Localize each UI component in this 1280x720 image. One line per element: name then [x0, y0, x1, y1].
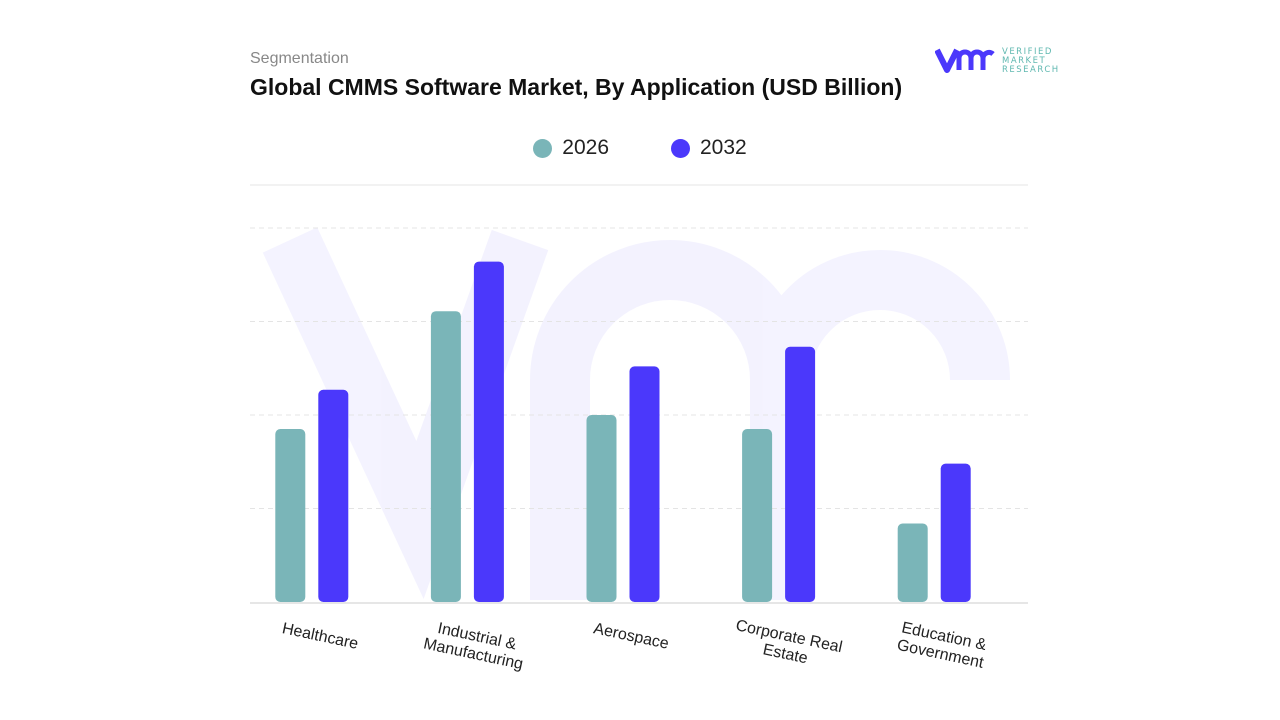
- legend-dot-2026: [533, 138, 553, 158]
- bar-2026-1[interactable]: [430, 311, 461, 602]
- legend-dot-2032: [671, 138, 690, 158]
- bar-2032-2[interactable]: [629, 366, 660, 602]
- bar-2026-2[interactable]: [586, 415, 617, 602]
- segment-label: Segmentation: [250, 50, 349, 67]
- legend: 2026 2032: [0, 136, 1280, 160]
- svg-text:RESEARCH: RESEARCH: [1002, 65, 1060, 75]
- bar-2032-4[interactable]: [940, 463, 971, 602]
- legend-item-2032[interactable]: 2032: [671, 136, 747, 160]
- bar-2032-1[interactable]: [473, 261, 504, 602]
- bar-2032-0[interactable]: [318, 389, 349, 602]
- bar-2032-3[interactable]: [785, 346, 816, 602]
- svg-text:VERIFIED: VERIFIED: [1002, 47, 1053, 57]
- legend-label: 2032: [700, 136, 747, 159]
- chart-title: Global CMMS Software Market, By Applicat…: [250, 74, 903, 100]
- bar-2026-0[interactable]: [275, 429, 306, 602]
- svg-text:MARKET: MARKET: [1002, 56, 1046, 66]
- bar-2026-4[interactable]: [897, 523, 928, 602]
- bar-2026-3[interactable]: [742, 429, 773, 602]
- vmr-logo: VERIFIED MARKET RESEARCH: [934, 44, 1065, 76]
- legend-item-2026[interactable]: 2026: [533, 136, 609, 160]
- legend-label: 2026: [562, 136, 609, 159]
